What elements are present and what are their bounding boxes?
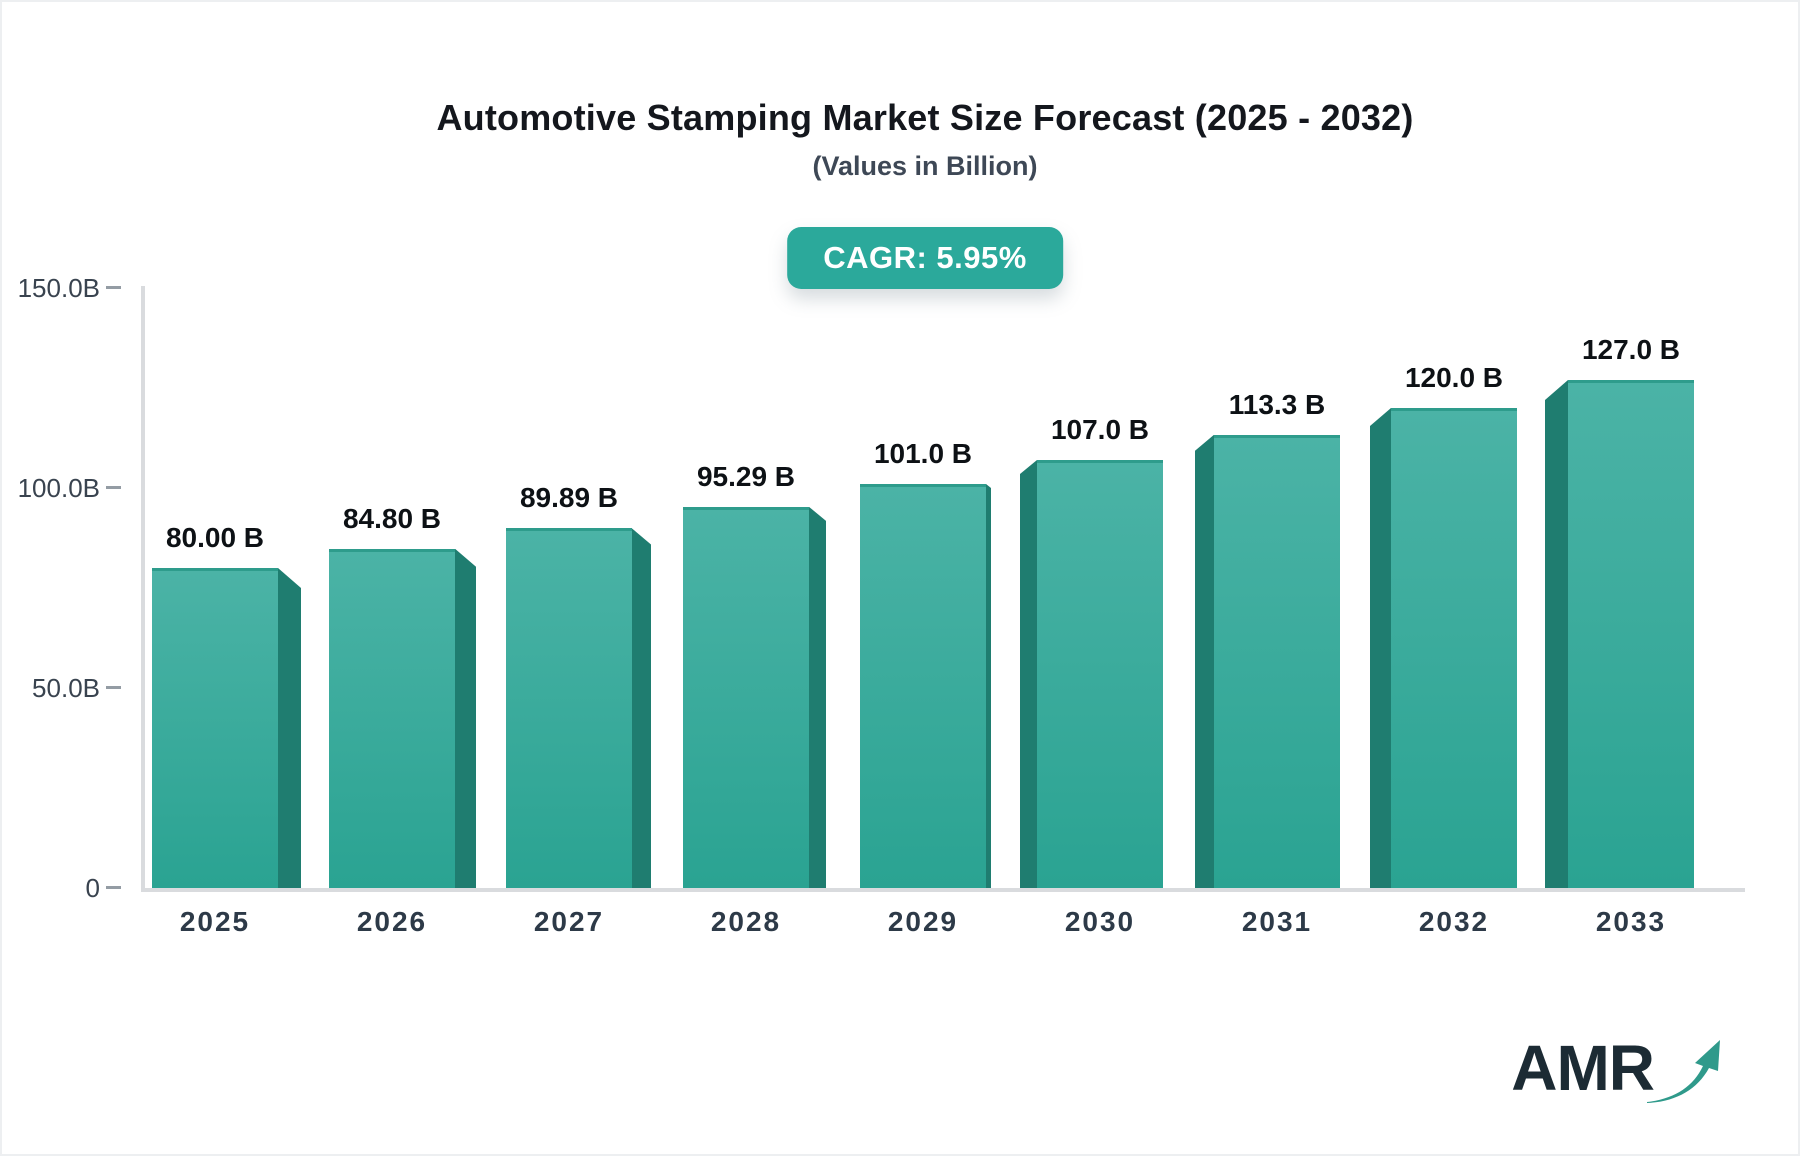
growth-arrow-icon [1647, 1040, 1720, 1103]
x-axis-category-label: 2025 [179, 906, 251, 937]
x-axis-category-label: 2030 [1064, 906, 1136, 937]
bar-value-label: 127.0 B [1581, 334, 1681, 365]
bar-side-face-2033 [1545, 380, 1568, 888]
bar-side-face-2029 [986, 484, 991, 888]
growth-arrow-path [1647, 1040, 1720, 1103]
x-axis-category-label: 2026 [356, 906, 428, 937]
x-axis-category-label: 2029 [887, 906, 959, 937]
bar-value-label: 95.29 B [696, 460, 796, 492]
y-axis-tick-label: 50.0B [32, 673, 100, 703]
x-axis-category-label: 2028 [710, 906, 782, 937]
bar-side-face-2026 [455, 548, 476, 888]
bar-value-label: 101.0 B [873, 438, 973, 469]
bar-2030 [1037, 460, 1163, 888]
y-axis-line [141, 286, 145, 890]
bar-side-face-2025 [278, 568, 301, 888]
cagr-badge: CAGR: 5.95% [787, 227, 1063, 289]
y-axis-tick-label: 100.0B [17, 473, 100, 503]
bar-side-face-2032 [1370, 408, 1391, 888]
bar-side-face-2028 [809, 506, 826, 888]
y-axis-tick-mark [106, 886, 121, 889]
y-axis-tick-mark [106, 686, 121, 689]
bar-value-label: 113.3 B [1228, 388, 1326, 420]
x-axis-line [141, 888, 1745, 892]
amr-logo: AMR [1511, 1032, 1724, 1104]
bar-2027 [506, 528, 632, 888]
amr-logo-text: AMR [1511, 1032, 1655, 1104]
bar-value-label: 80.00 B [165, 522, 265, 553]
bar-2025 [152, 568, 278, 888]
x-axis-category-label: 2027 [533, 906, 605, 937]
chart-title: Automotive Stamping Market Size Forecast… [436, 97, 1414, 138]
bar-2028 [683, 506, 809, 888]
x-axis-category-label: 2032 [1418, 906, 1490, 937]
x-axis-category-label: 2031 [1241, 906, 1313, 937]
bar-side-face-2027 [632, 528, 651, 888]
bar-2029 [860, 484, 986, 888]
bar-2031 [1214, 434, 1340, 888]
y-axis-tick-label: 150.0B [17, 273, 100, 303]
bar-2033 [1568, 380, 1694, 888]
bar-2026 [329, 548, 455, 888]
x-axis-category-label: 2033 [1595, 906, 1667, 937]
bar-value-label: 84.80 B [342, 502, 442, 534]
bar-value-label: 120.0 B [1404, 362, 1504, 393]
bar-side-face-2031 [1195, 434, 1214, 888]
bar-side-face-2030 [1020, 460, 1037, 888]
y-axis-tick-mark [106, 286, 121, 289]
chart-subtitle: (Values in Billion) [812, 151, 1038, 181]
y-axis-tick-label: 0 [85, 873, 100, 903]
bar-2032 [1391, 408, 1517, 888]
bar-value-label: 89.89 B [519, 482, 619, 514]
y-axis-tick-mark [106, 486, 121, 489]
bar-value-label: 107.0 B [1050, 414, 1150, 445]
